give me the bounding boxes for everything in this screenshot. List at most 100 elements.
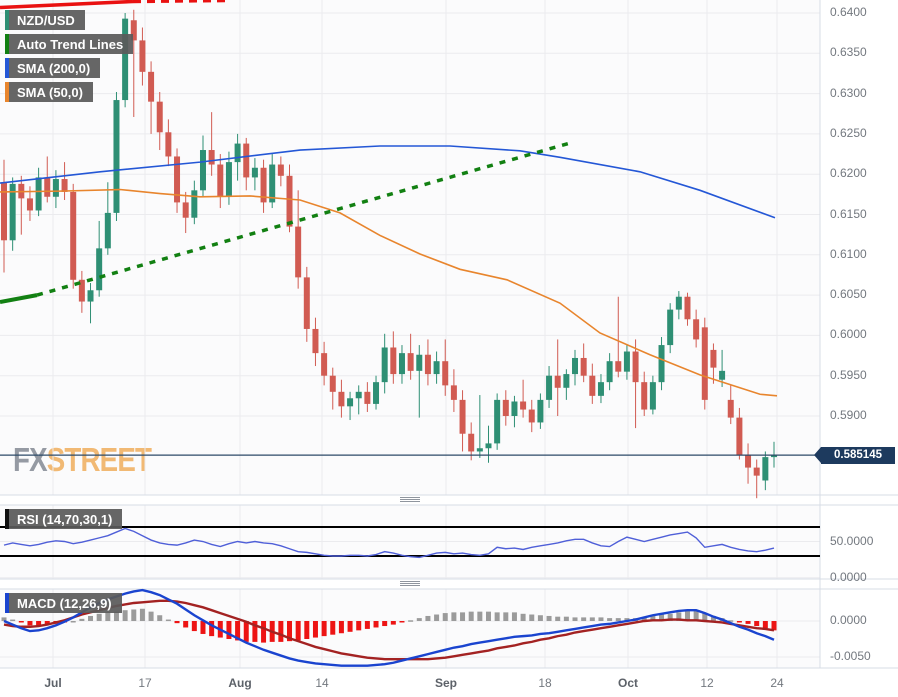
legend: NZD/USD Auto Trend Lines SMA (200,0) SMA… [5, 10, 134, 106]
rsi-divider-handle[interactable] [400, 497, 420, 504]
macd-divider-handle[interactable] [400, 581, 420, 588]
macd-hist-bar [330, 621, 336, 635]
candle-body [44, 177, 51, 197]
macd-hist-bar [667, 613, 673, 621]
legend-item-symbol[interactable]: NZD/USD [5, 10, 133, 30]
main-panel-bg [0, 0, 820, 495]
macd-hist-bar [105, 612, 111, 621]
macd-hist-bar [321, 621, 327, 637]
macd-hist-bar [615, 618, 621, 621]
macd-hist-bar [261, 621, 267, 643]
red-trendline-dashed[interactable] [132, 0, 231, 4]
candle-body [277, 164, 284, 176]
candle-body [381, 347, 388, 383]
price-axis-strip[interactable] [820, 0, 898, 697]
macd-hist-bar [356, 621, 362, 631]
macd-hist-bar [27, 621, 33, 626]
watermark-street-text: STREET [46, 441, 152, 478]
macd-hist-bar [451, 612, 457, 621]
candle-body [632, 351, 639, 383]
candle-body [390, 347, 397, 375]
rsi-tick-label: 50.0000 [830, 533, 874, 548]
macd-hist-bar [209, 621, 215, 637]
candle-body [528, 409, 535, 423]
macd-hist-bar [511, 612, 517, 621]
macd-hist-bar [174, 621, 180, 624]
macd-hist-bar [745, 621, 751, 624]
candle-body [554, 375, 561, 388]
macd-hist-bar [338, 621, 344, 634]
macd-hist-bar [200, 621, 206, 634]
legend-item-sma50[interactable]: SMA (50,0) [5, 82, 133, 102]
candle-body [156, 101, 163, 133]
candle-body [485, 443, 492, 449]
macd-hist-bar [191, 621, 197, 632]
macd-hist-bar [771, 621, 777, 631]
symbol-label: NZD/USD [9, 10, 85, 30]
candle-body [122, 18, 129, 101]
macd-hist-bar [96, 613, 102, 621]
candle-body [641, 382, 648, 410]
price-tick-label: 0.5950 [830, 367, 867, 382]
candle-body [502, 399, 509, 416]
macd-hist-bar [641, 617, 647, 621]
price-tick-label: 0.6300 [830, 85, 867, 100]
candle-body [753, 467, 760, 476]
macd-hist-bar [460, 612, 466, 621]
candle-body [416, 354, 423, 371]
candle-body [269, 164, 276, 203]
macd-hist-bar [18, 621, 24, 623]
macd-label-text: MACD (12,26,9) [9, 593, 122, 613]
auto-trend-lines-label: Auto Trend Lines [9, 34, 134, 54]
macd-hist-bar [79, 618, 85, 621]
watermark-fx-text: FX [13, 441, 48, 478]
candle-body [61, 179, 68, 192]
macd-hist-bar [684, 610, 690, 621]
macd-hist-bar [243, 621, 249, 642]
candle-body [1, 182, 7, 241]
green-trendline-solid[interactable] [0, 293, 38, 304]
legend-item-sma200[interactable]: SMA (200,0) [5, 58, 133, 78]
rsi-pane-label[interactable]: RSI (14,70,30,1) [5, 509, 123, 529]
red-trendline-solid[interactable] [0, 0, 134, 10]
candle-body [771, 455, 778, 458]
macd-hist-bar [736, 621, 742, 623]
macd-hist-bar [624, 618, 630, 621]
green-trendline-dashed[interactable] [36, 141, 571, 297]
macd-hist-bar [226, 621, 232, 639]
candle-body [537, 399, 544, 423]
legend-item-auto-trend-lines[interactable]: Auto Trend Lines [5, 34, 134, 54]
macd-pane-label[interactable]: MACD (12,26,9) [5, 593, 122, 613]
candle-body [623, 351, 630, 372]
time-tick-label: Oct [617, 676, 638, 690]
macd-hist-bar [503, 612, 509, 621]
candle-body [701, 327, 708, 400]
candle-body [520, 401, 527, 410]
macd-hist-bar [44, 621, 50, 625]
candle-body [364, 391, 371, 404]
macd-hist-bar [252, 621, 258, 642]
candle-body [303, 277, 310, 329]
candle-body [174, 156, 181, 203]
candle-body [606, 361, 613, 383]
candle-body [208, 150, 215, 165]
candle-body [191, 190, 198, 218]
price-tick-label: 0.6200 [830, 166, 867, 181]
macd-hist-bar [183, 621, 189, 628]
candle-body [476, 448, 483, 452]
candlesticks [1, 9, 778, 499]
sma200-color-bar [5, 58, 9, 78]
sma50-line [0, 188, 778, 397]
candle-body [321, 353, 328, 376]
macd-histogram [1, 608, 777, 643]
price-tick-label: 0.6350 [830, 45, 867, 60]
rsi-color-bar [5, 509, 9, 529]
candle-body [597, 382, 604, 396]
candle-body [450, 385, 457, 400]
macd-hist-bar [312, 621, 318, 638]
macd-hist-bar [607, 618, 613, 621]
time-tick-label: 12 [700, 676, 714, 690]
candle-body [398, 353, 405, 375]
price-tick-label: 0.5900 [830, 408, 867, 422]
